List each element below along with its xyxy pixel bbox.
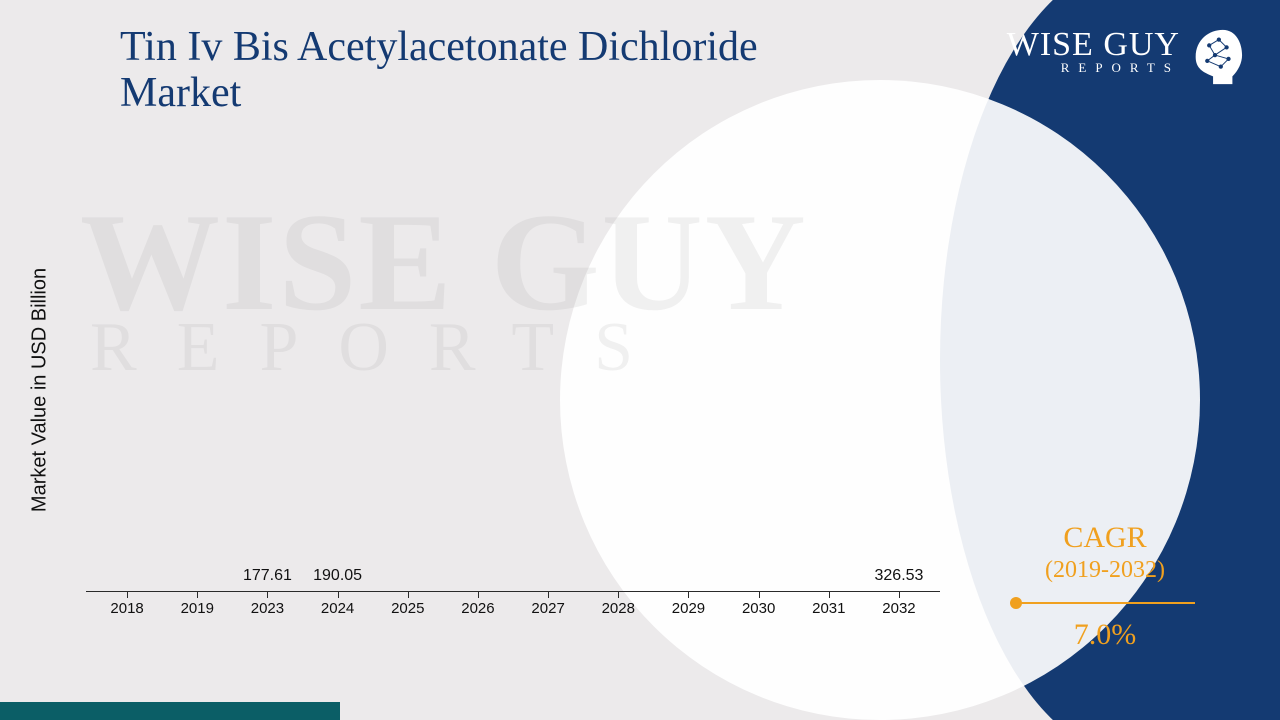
x-axis: 2018 2019 2023 2024 2025 2026 2027 2028 2029 2030… — [86, 592, 940, 620]
bar-slot — [794, 567, 864, 591]
bottom-strip — [0, 702, 340, 720]
bar-value-label: 326.53 — [875, 567, 924, 587]
x-tick: 2018 — [92, 592, 162, 620]
x-tick-label: 2026 — [461, 600, 494, 617]
cagr-value: 7.0% — [990, 618, 1220, 652]
bar-slot — [162, 567, 232, 591]
x-tick-label: 2027 — [531, 600, 564, 617]
bar-slot — [92, 567, 162, 591]
x-tick: 2024 — [303, 592, 373, 620]
x-tick: 2023 — [232, 592, 302, 620]
cagr-title: CAGR — [990, 521, 1220, 555]
bar-slot — [583, 567, 653, 591]
bar-slot — [373, 567, 443, 591]
bar-slot — [513, 567, 583, 591]
x-tick: 2030 — [724, 592, 794, 620]
x-tick: 2029 — [653, 592, 723, 620]
plot-area: 177.61 190.05 326.53 — [86, 160, 940, 592]
x-tick: 2026 — [443, 592, 513, 620]
bars-container: 177.61 190.05 326.53 — [86, 160, 940, 591]
x-tick: 2032 — [864, 592, 934, 620]
bar-slot: 190.05 — [303, 567, 373, 591]
x-tick: 2031 — [794, 592, 864, 620]
page-title: Tin Iv Bis Acetylacetonate Dichloride Ma… — [120, 24, 760, 116]
bar-slot: 177.61 — [232, 567, 302, 591]
x-tick-label: 2031 — [812, 600, 845, 617]
x-tick-label: 2032 — [882, 600, 915, 617]
bar-slot — [443, 567, 513, 591]
brand-name: WISE GUY — [1007, 26, 1180, 64]
x-tick: 2027 — [513, 592, 583, 620]
x-tick-label: 2025 — [391, 600, 424, 617]
x-tick-label: 2024 — [321, 600, 354, 617]
bar-slot — [724, 567, 794, 591]
brand-text: WISE GUY REPORTS — [1007, 26, 1180, 76]
chart: Market Value in USD Billion 177.61190.05… — [40, 160, 940, 620]
x-tick-label: 2023 — [251, 600, 284, 617]
cagr-period: (2019-2032) — [990, 557, 1220, 584]
head-icon — [1186, 26, 1244, 88]
x-tick: 2028 — [583, 592, 653, 620]
x-tick-label: 2018 — [110, 600, 143, 617]
x-tick: 2025 — [373, 592, 443, 620]
y-axis-label: Market Value in USD Billion — [29, 268, 52, 512]
cagr-block: CAGR (2019-2032) 7.0% — [990, 521, 1220, 652]
bar-value-label: 177.61 — [243, 567, 292, 587]
bar-slot: 326.53 — [864, 567, 934, 591]
x-tick-label: 2029 — [672, 600, 705, 617]
bar-value-label: 190.05 — [313, 567, 362, 587]
bar-slot — [653, 567, 723, 591]
page: WISE GUY REPORTS Tin Iv Bis Acetylaceton… — [0, 0, 1280, 720]
x-tick-label: 2030 — [742, 600, 775, 617]
brand-logo: WISE GUY REPORTS — [1007, 26, 1244, 88]
x-tick-label: 2028 — [602, 600, 635, 617]
cagr-divider — [1015, 602, 1195, 604]
x-tick: 2019 — [162, 592, 232, 620]
x-tick-label: 2019 — [181, 600, 214, 617]
